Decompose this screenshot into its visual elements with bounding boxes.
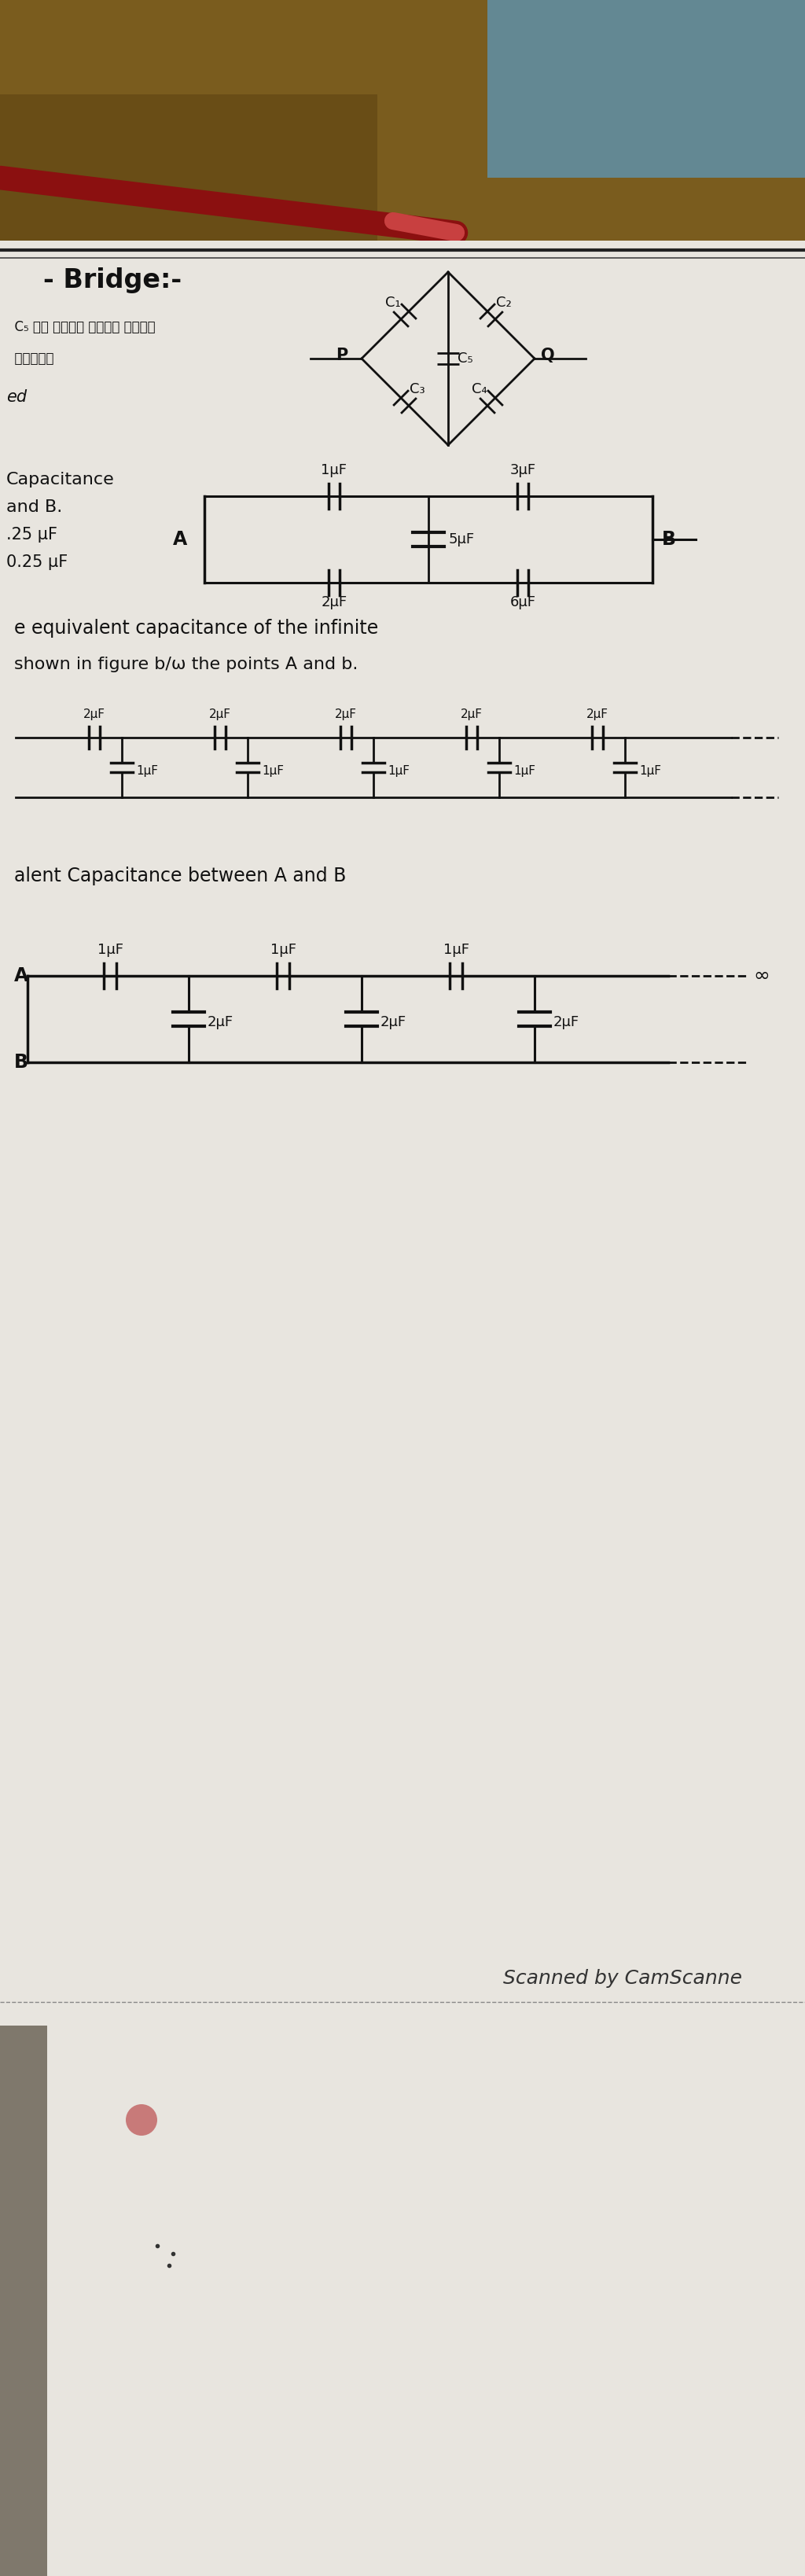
Text: and B.: and B. bbox=[6, 500, 62, 515]
Text: A: A bbox=[173, 531, 187, 549]
Text: shown in figure b/ω the points A and b.: shown in figure b/ω the points A and b. bbox=[14, 657, 358, 672]
Text: C₃: C₃ bbox=[410, 381, 425, 397]
Text: - Bridge:-: - Bridge:- bbox=[43, 268, 182, 294]
Bar bbox=[0, 0, 805, 252]
Text: C₅ को सीधी पाजर नहीं: C₅ को सीधी पाजर नहीं bbox=[6, 319, 155, 335]
Text: e equivalent capacitance of the infinite: e equivalent capacitance of the infinite bbox=[14, 618, 378, 639]
Text: B: B bbox=[14, 1054, 28, 1072]
Text: P: P bbox=[336, 348, 348, 363]
Text: .25 μF: .25 μF bbox=[6, 528, 57, 544]
Text: 1μF: 1μF bbox=[387, 765, 410, 775]
Text: C₂: C₂ bbox=[496, 296, 511, 309]
Bar bbox=[487, 0, 805, 178]
Bar bbox=[0, 2025, 47, 2576]
Text: 6μF: 6μF bbox=[510, 595, 536, 611]
Text: 2μF: 2μF bbox=[321, 595, 347, 611]
Text: 2μF: 2μF bbox=[381, 1015, 407, 1030]
Text: 1μF: 1μF bbox=[639, 765, 661, 775]
Circle shape bbox=[126, 2105, 157, 2136]
Text: 1μF: 1μF bbox=[262, 765, 284, 775]
Text: केहगर: केहगर bbox=[6, 350, 54, 366]
Text: C₅: C₅ bbox=[458, 350, 473, 366]
Text: C₄: C₄ bbox=[472, 381, 487, 397]
Text: 2μF: 2μF bbox=[335, 708, 357, 721]
Polygon shape bbox=[251, 2032, 283, 2074]
Ellipse shape bbox=[101, 2133, 139, 2182]
Text: 3μF: 3μF bbox=[510, 464, 536, 477]
Text: 2μF: 2μF bbox=[554, 1015, 580, 1030]
Text: 2μF: 2μF bbox=[587, 708, 609, 721]
Text: 1μF: 1μF bbox=[136, 765, 158, 775]
Ellipse shape bbox=[144, 2058, 183, 2107]
Ellipse shape bbox=[101, 2058, 139, 2107]
Text: 2μF: 2μF bbox=[84, 708, 105, 721]
Bar bbox=[0, 2025, 805, 2576]
Text: B: B bbox=[662, 531, 676, 549]
Text: 0.25 μF: 0.25 μF bbox=[6, 554, 68, 569]
Text: A: A bbox=[14, 966, 28, 984]
Text: alent Capacitance between A and B: alent Capacitance between A and B bbox=[14, 866, 346, 886]
Text: ed: ed bbox=[6, 389, 27, 404]
Text: C₁: C₁ bbox=[385, 296, 400, 309]
Text: 1μF: 1μF bbox=[270, 943, 296, 956]
Text: Q: Q bbox=[541, 348, 555, 363]
Ellipse shape bbox=[157, 2105, 213, 2136]
Text: 5μF: 5μF bbox=[449, 533, 475, 546]
Text: 2μF: 2μF bbox=[460, 708, 483, 721]
Text: 1μF: 1μF bbox=[514, 765, 535, 775]
Text: ∞: ∞ bbox=[753, 966, 770, 984]
Text: 1μF: 1μF bbox=[443, 943, 469, 956]
Bar bbox=[0, 95, 378, 252]
Text: Scanned by CamScanne: Scanned by CamScanne bbox=[503, 1968, 742, 1989]
Ellipse shape bbox=[71, 2105, 126, 2136]
Text: 2μF: 2μF bbox=[209, 708, 231, 721]
Bar bbox=[0, 1726, 805, 2040]
Text: Capacitance: Capacitance bbox=[6, 471, 114, 487]
Text: 1μF: 1μF bbox=[97, 943, 123, 956]
Ellipse shape bbox=[144, 2133, 183, 2182]
Text: 1μF: 1μF bbox=[321, 464, 347, 477]
Text: 2μF: 2μF bbox=[208, 1015, 233, 1030]
